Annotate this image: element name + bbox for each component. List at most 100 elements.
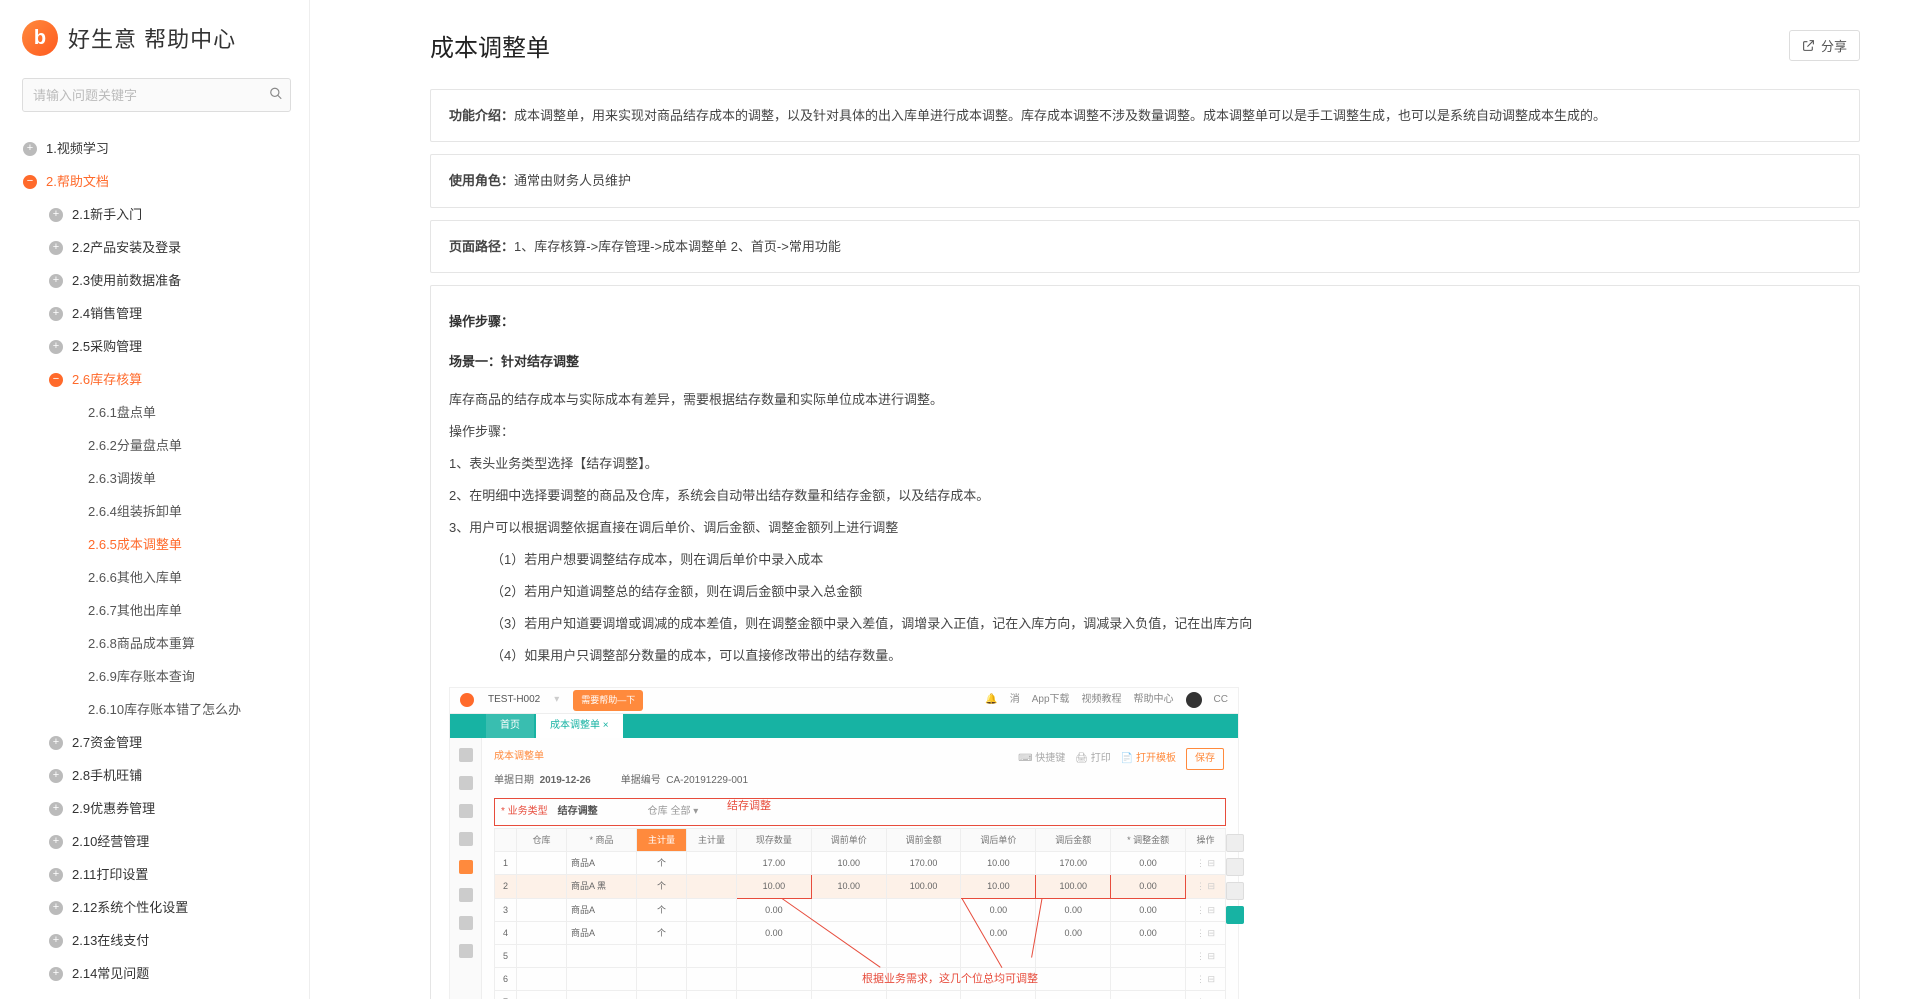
plus-icon: +: [48, 867, 64, 883]
substep-1: （1）若用户想要调整结存成本，则在调后单价中录入成本: [491, 547, 1841, 573]
mock-table-row: 3商品A个0.000.000.000.00⋮ ⊟: [495, 898, 1226, 921]
steps-heading: 操作步骤：: [449, 310, 1841, 333]
mock-quick-link: ⌨ 快捷键: [1018, 750, 1065, 768]
nav-lvl2-item[interactable]: +2.14常见问题: [22, 957, 291, 990]
substep-2: （2）若用户知道调整总的结存金额，则在调后金额中录入总金额: [491, 579, 1841, 605]
mock-content: 成本调整单 单据日期 2019-12-26 单据编号 CA-20191229-0…: [482, 738, 1238, 999]
nav-lvl2-inventory[interactable]: −2.6库存核算: [22, 363, 291, 396]
mock-filter-row: * 业务类型 结存调整 仓库 全部 ▾ 结存调整: [494, 798, 1226, 826]
mock-annotation-1: 结存调整: [727, 797, 771, 817]
plus-icon: +: [48, 801, 64, 817]
nav-label: 2.10经营管理: [72, 825, 149, 858]
search-input[interactable]: [22, 78, 291, 112]
substeps: （1）若用户想要调整结存成本，则在调后单价中录入成本 （2）若用户知道调整总的结…: [449, 547, 1841, 669]
share-button[interactable]: 分享: [1789, 30, 1860, 61]
nav-lvl2-item[interactable]: +2.3使用前数据准备: [22, 264, 291, 297]
mock-top-link: 视频教程: [1082, 691, 1122, 709]
title-row: 成本调整单 分享: [430, 28, 1860, 63]
nav-lvl1-docs[interactable]: −2.帮助文档: [22, 165, 291, 198]
nav-lvl3-item-active[interactable]: 2.6.5成本调整单: [22, 528, 291, 561]
nav-label: 2.13在线支付: [72, 924, 149, 957]
plus-icon: +: [48, 933, 64, 949]
plus-icon: +: [48, 207, 64, 223]
mock-topbar: TEST-H002 ▾ 需要帮助—下 🔔 消 App下载 视频教程 帮助中心 C…: [450, 688, 1238, 714]
steps-label: 操作步骤：: [449, 419, 1841, 445]
brand-logo: b: [22, 20, 58, 56]
sidebar: b 好生意 帮助中心 +1.视频学习 −2.帮助文档 +2.1新手入门 +2.2…: [0, 0, 310, 999]
intro-text: 成本调整单，用来实现对商品结存成本的调整，以及针对具体的出入库单进行成本调整。库…: [514, 108, 1606, 123]
mock-body: 成本调整单 单据日期 2019-12-26 单据编号 CA-20191229-0…: [450, 738, 1238, 999]
mock-save-button: 保存: [1186, 748, 1224, 770]
mock-template-link: 📄 打开模板: [1121, 750, 1176, 768]
nav-lvl3-item[interactable]: 2.6.8商品成本重算: [22, 627, 291, 660]
mock-top-link: App下载: [1032, 691, 1070, 709]
scenario-title: 场景一：针对结存调整: [449, 350, 1841, 373]
nav-label: 2.2产品安装及登录: [72, 231, 181, 264]
mock-tabs: 首页 成本调整单 ×: [450, 714, 1238, 738]
page-title: 成本调整单: [430, 28, 550, 63]
nav-lvl1-video[interactable]: +1.视频学习: [22, 132, 291, 165]
steps-box: 操作步骤： 场景一：针对结存调整 库存商品的结存成本与实际成本有差异，需要根据结…: [430, 285, 1860, 999]
nav-label: 2.11打印设置: [72, 858, 148, 891]
nav-lvl2-item[interactable]: +2.8手机旺铺: [22, 759, 291, 792]
mock-tab-active: 成本调整单 ×: [536, 714, 623, 738]
role-label: 使用角色：: [449, 173, 514, 188]
mock-right-tools: [1226, 834, 1244, 924]
path-text: 1、库存核算->库存管理->成本调整单 2、首页->常用功能: [514, 239, 841, 254]
substep-4: （4）如果用户只调整部分数量的成本，可以直接修改带出的结存数量。: [491, 643, 1841, 669]
plus-icon: +: [48, 273, 64, 289]
nav-lvl3-item[interactable]: 2.6.9库存账本查询: [22, 660, 291, 693]
mock-table-row: 1商品A个17.0010.00170.0010.00170.000.00⋮ ⊟: [495, 852, 1226, 875]
nav-lvl2-item[interactable]: +2.9优惠券管理: [22, 792, 291, 825]
scenario-desc: 库存商品的结存成本与实际成本有差异，需要根据结存数量和实际单位成本进行调整。: [449, 387, 1841, 413]
plus-icon: +: [48, 900, 64, 916]
mock-top-link: 消: [1010, 691, 1020, 709]
nav-lvl3-item[interactable]: 2.6.1盘点单: [22, 396, 291, 429]
mock-table: 仓库* 商品主计量主计量现存数量调前单价调前金额调后单价调后金额* 调整金额操作…: [494, 828, 1226, 999]
avatar-icon: [1186, 692, 1202, 708]
search-icon[interactable]: [269, 87, 283, 104]
nav-lvl2-item[interactable]: +2.1新手入门: [22, 198, 291, 231]
step-3: 3、用户可以根据调整依据直接在调后单价、调后金额、调整金额列上进行调整: [449, 515, 1841, 541]
mock-no-value: CA-20191229-001: [666, 775, 748, 786]
nav-lvl2-item[interactable]: +2.13在线支付: [22, 924, 291, 957]
nav-label: 2.帮助文档: [46, 165, 109, 198]
mock-tab-home: 首页: [486, 714, 534, 738]
plus-icon: +: [48, 768, 64, 784]
mock-tool-icon: [1226, 906, 1244, 924]
plus-icon: +: [48, 834, 64, 850]
nav-label: 2.7资金管理: [72, 726, 142, 759]
mock-side-icon: [459, 748, 473, 762]
mock-side-icon: [459, 804, 473, 818]
nav-lvl2-item[interactable]: +2.12系统个性化设置: [22, 891, 291, 924]
nav-lvl2-item[interactable]: +2.11打印设置: [22, 858, 291, 891]
nav-lvl3-item[interactable]: 2.6.3调拨单: [22, 462, 291, 495]
nav-label: 2.1新手入门: [72, 198, 142, 231]
nav-lvl2-item[interactable]: +2.2产品安装及登录: [22, 231, 291, 264]
mock-table-row: 6⋮ ⊟: [495, 968, 1226, 991]
brand-title: 好生意 帮助中心: [68, 22, 236, 54]
nav-lvl3-item[interactable]: 2.6.6其他入库单: [22, 561, 291, 594]
mock-annotation-2: 根据业务需求，这几个位总均可调整: [862, 970, 1038, 990]
nav-lvl3-item[interactable]: 2.6.7其他出库单: [22, 594, 291, 627]
nav-lvl2-item[interactable]: +2.5采购管理: [22, 330, 291, 363]
nav-lvl2-item[interactable]: +2.7资金管理: [22, 726, 291, 759]
brand-logo-letter: b: [34, 27, 46, 50]
mock-toolbar: ⌨ 快捷键 🖨 打印 📄 打开模板 保存: [1018, 748, 1224, 770]
nav-lvl2-item[interactable]: +2.15操作案例: [22, 990, 291, 999]
share-label: 分享: [1821, 36, 1847, 55]
mock-user-name: CC: [1214, 691, 1228, 709]
mock-top-link: 帮助中心: [1134, 691, 1174, 709]
main-content: 成本调整单 分享 功能介绍：成本调整单，用来实现对商品结存成本的调整，以及针对具…: [310, 0, 1920, 999]
minus-icon: −: [22, 174, 38, 190]
nav-lvl2-item[interactable]: +2.4销售管理: [22, 297, 291, 330]
nav-lvl3-item[interactable]: 2.6.4组装拆卸单: [22, 495, 291, 528]
minus-icon: −: [48, 372, 64, 388]
role-box: 使用角色：通常由财务人员维护: [430, 154, 1860, 207]
nav-lvl3-item[interactable]: 2.6.2分量盘点单: [22, 429, 291, 462]
embedded-screenshot: TEST-H002 ▾ 需要帮助—下 🔔 消 App下载 视频教程 帮助中心 C…: [449, 687, 1239, 999]
nav-lvl2-item[interactable]: +2.10经营管理: [22, 825, 291, 858]
search-wrap: [22, 78, 291, 112]
mock-logo-icon: [460, 693, 474, 707]
nav-lvl3-item[interactable]: 2.6.10库存账本错了怎么办: [22, 693, 291, 726]
